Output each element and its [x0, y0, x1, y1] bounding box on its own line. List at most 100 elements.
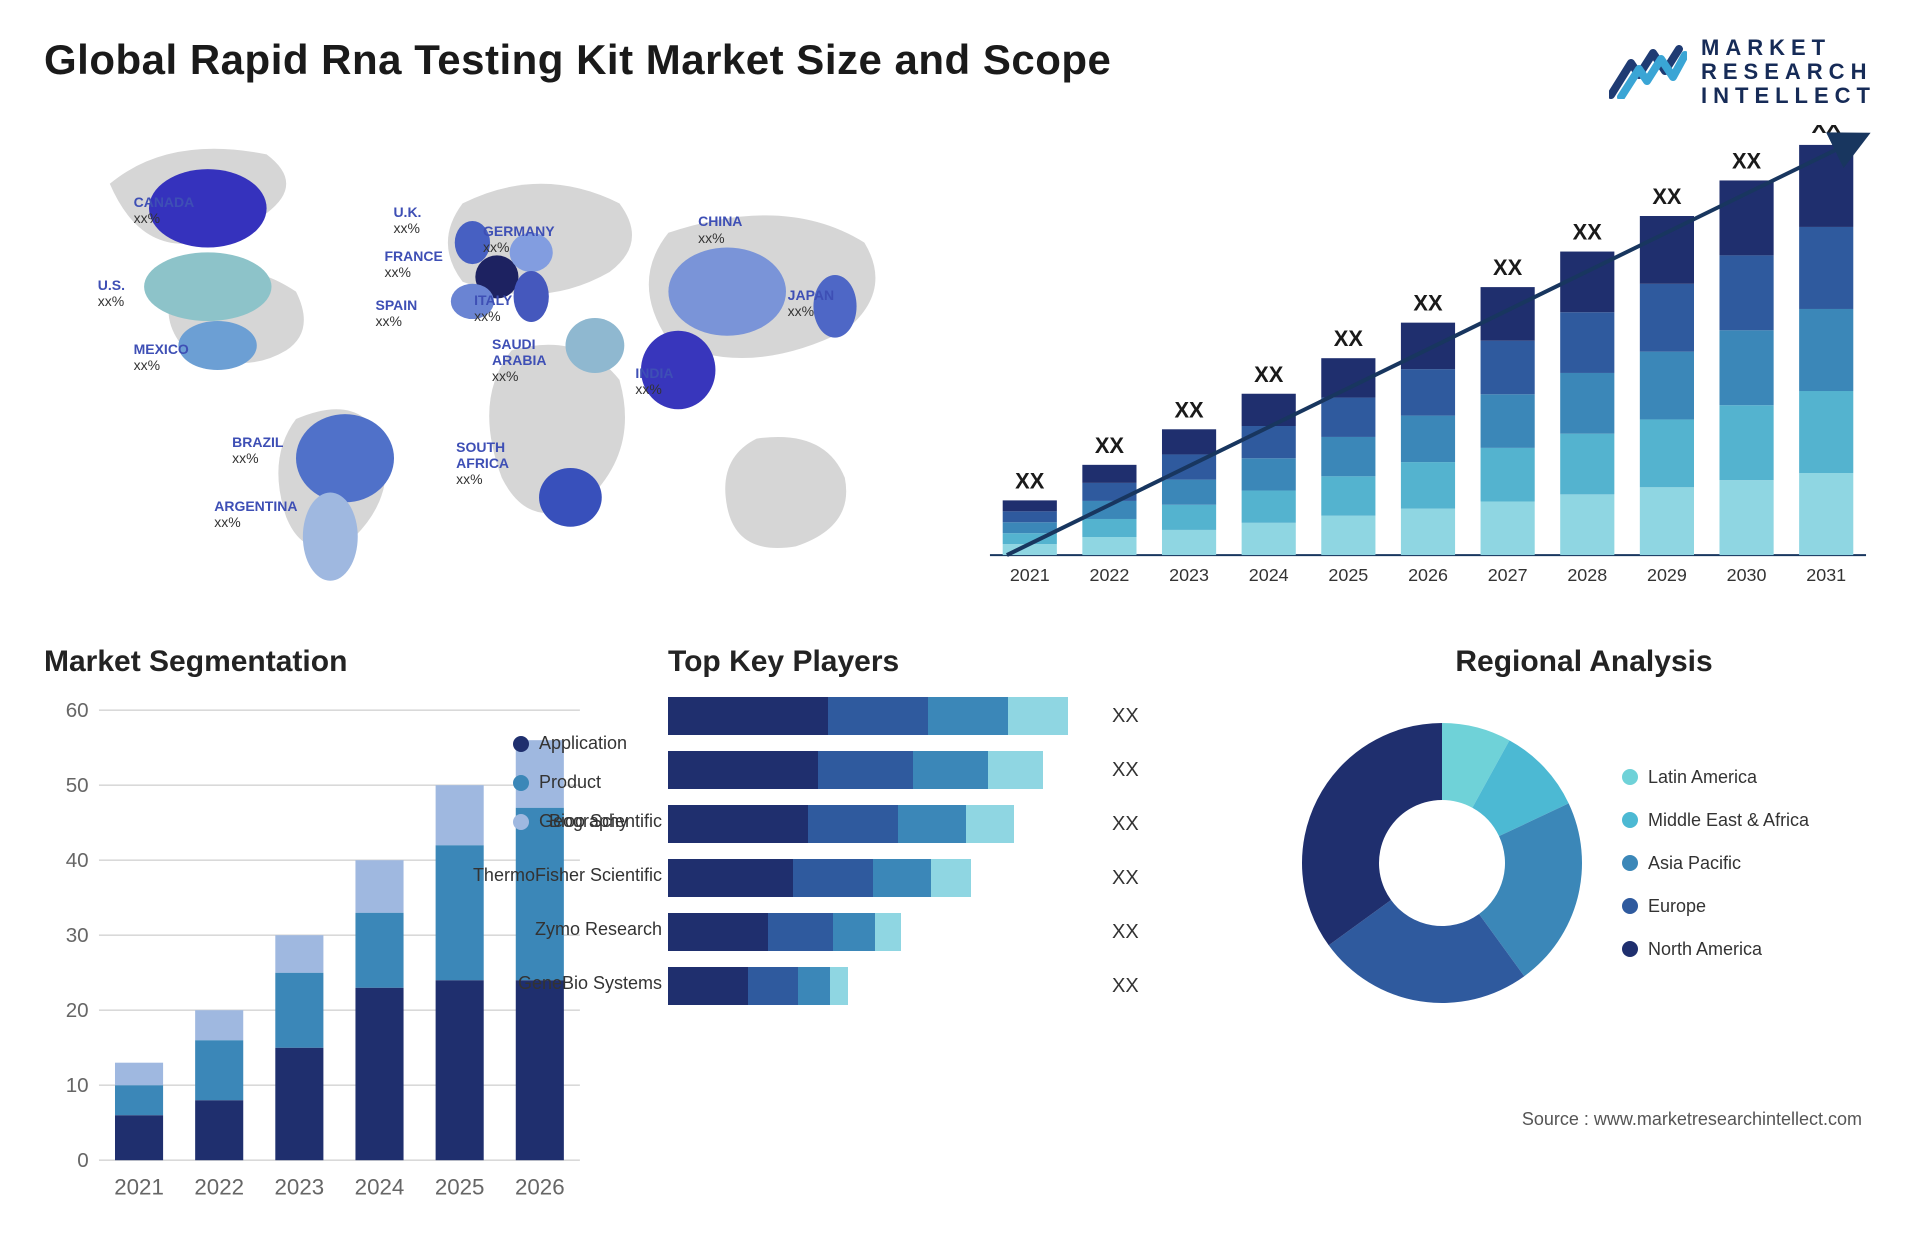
growth-bar-seg	[1560, 495, 1614, 556]
growth-value-label: XX	[1413, 291, 1443, 316]
segmentation-title: Market Segmentation	[44, 645, 628, 679]
seg-ytick: 0	[77, 1149, 88, 1172]
map-label-argentina: ARGENTINAxx%	[214, 498, 297, 530]
brand-logo: MARKET RESEARCH INTELLECT	[1609, 36, 1876, 107]
player-name-label: Bioo Scientific	[549, 811, 662, 832]
growth-bar-seg	[1321, 477, 1375, 516]
seg-legend-item: Product	[513, 772, 628, 793]
growth-chart-panel: 2021XX2022XX2023XX2024XX2025XX2026XX2027…	[980, 125, 1876, 615]
growth-bar-seg	[1560, 313, 1614, 374]
growth-bar-seg	[1640, 420, 1694, 488]
world-map-panel: CANADAxx%U.S.xx%MEXICOxx%BRAZILxx%ARGENT…	[44, 125, 940, 615]
growth-bar-seg	[1401, 509, 1455, 555]
map-region-mexico	[178, 321, 256, 370]
player-name-label: Zymo Research	[535, 919, 662, 940]
map-label-brazil: BRAZILxx%	[232, 434, 283, 466]
growth-bar-seg	[1242, 394, 1296, 426]
map-label-saudi: SAUDIARABIAxx%	[492, 336, 546, 384]
player-bar-seg	[828, 697, 928, 735]
growth-bar-seg	[1003, 501, 1057, 512]
map-label-uk: U.K.xx%	[393, 204, 421, 236]
growth-bar-seg	[1481, 287, 1535, 341]
growth-year-label: 2021	[1010, 565, 1050, 585]
regional-legend-item: Asia Pacific	[1622, 853, 1809, 874]
map-region-italy	[514, 271, 549, 322]
player-bar-seg	[873, 859, 931, 897]
player-bar-seg	[818, 751, 913, 789]
growth-bar-seg	[1719, 405, 1773, 480]
seg-bar-seg	[275, 1048, 323, 1161]
map-label-germany: GERMANYxx%	[483, 223, 555, 255]
regional-panel: Regional Analysis Latin America Middle Ea…	[1292, 645, 1876, 1065]
growth-bar-seg	[1242, 491, 1296, 523]
player-bar-seg	[798, 967, 830, 1005]
growth-bar-seg	[1719, 480, 1773, 555]
player-row: XX	[668, 909, 1252, 955]
player-row: XX	[668, 963, 1252, 1009]
growth-value-label: XX	[1812, 125, 1842, 138]
player-row: XX	[668, 747, 1252, 793]
seg-ytick: 50	[66, 774, 89, 797]
player-value-label: XX	[1112, 975, 1139, 998]
map-label-india: INDIAxx%	[635, 365, 673, 397]
growth-value-label: XX	[1174, 398, 1204, 423]
regional-legend-item: Middle East & Africa	[1622, 810, 1809, 831]
growth-bar-seg	[1799, 227, 1853, 309]
growth-bar-seg	[1162, 530, 1216, 555]
donut-slice	[1302, 723, 1442, 945]
regional-legend-item: North America	[1622, 939, 1809, 960]
growth-bar-seg	[1481, 502, 1535, 556]
growth-bar-seg	[1799, 391, 1853, 473]
logo-text-2: RESEARCH	[1701, 60, 1876, 84]
growth-year-label: 2022	[1089, 565, 1129, 585]
player-bar-seg	[1008, 697, 1068, 735]
segmentation-panel: Market Segmentation 01020304050602021202…	[44, 645, 628, 1065]
logo-text-3: INTELLECT	[1701, 84, 1876, 108]
player-name-label: GeneBio Systems	[518, 973, 662, 994]
player-value-label: XX	[1112, 759, 1139, 782]
player-bar-seg	[793, 859, 873, 897]
seg-legend-item: Application	[513, 733, 628, 754]
player-bar-seg	[898, 805, 966, 843]
growth-value-label: XX	[1652, 184, 1682, 209]
player-name-label: ThermoFisher Scientific	[473, 865, 662, 886]
player-bar-seg	[668, 913, 768, 951]
seg-bar-seg	[195, 1010, 243, 1040]
seg-bar-seg	[195, 1040, 243, 1100]
seg-bar-seg	[436, 785, 484, 845]
growth-value-label: XX	[1573, 220, 1603, 245]
map-region-china	[668, 248, 786, 336]
growth-bar-seg	[1640, 284, 1694, 352]
player-bar-seg	[668, 805, 808, 843]
growth-bar-seg	[1082, 537, 1136, 555]
player-bar-seg	[668, 967, 748, 1005]
growth-year-label: 2028	[1567, 565, 1607, 585]
seg-ytick: 30	[66, 924, 89, 947]
growth-bar-seg	[1242, 426, 1296, 458]
seg-bar-seg	[115, 1063, 163, 1086]
growth-bar-seg	[1401, 416, 1455, 462]
players-panel: Top Key Players XXXXXXXXXXXXBioo Scienti…	[668, 645, 1252, 1065]
map-label-mexico: MEXICOxx%	[134, 341, 189, 373]
seg-year-label: 2022	[194, 1175, 244, 1200]
growth-year-label: 2031	[1806, 565, 1846, 585]
growth-bar-seg	[1162, 430, 1216, 455]
map-region-us	[144, 253, 271, 322]
growth-year-label: 2026	[1408, 565, 1448, 585]
growth-bar-seg	[1003, 523, 1057, 534]
growth-bar-seg	[1401, 369, 1455, 415]
player-row: XX	[668, 693, 1252, 739]
page-title: Global Rapid Rna Testing Kit Market Size…	[44, 36, 1111, 84]
seg-year-label: 2023	[275, 1175, 325, 1200]
map-label-canada: CANADAxx%	[134, 194, 195, 226]
regional-title: Regional Analysis	[1292, 645, 1876, 679]
growth-bar-seg	[1640, 352, 1694, 420]
growth-bar-seg	[1321, 437, 1375, 476]
growth-year-label: 2027	[1488, 565, 1528, 585]
map-label-italy: ITALYxx%	[474, 292, 512, 324]
map-label-france: FRANCExx%	[384, 248, 442, 280]
regional-donut-chart	[1292, 713, 1592, 1013]
growth-bar-seg	[1082, 465, 1136, 483]
growth-bar-seg	[1481, 395, 1535, 449]
regional-legend-item: Latin America	[1622, 767, 1809, 788]
